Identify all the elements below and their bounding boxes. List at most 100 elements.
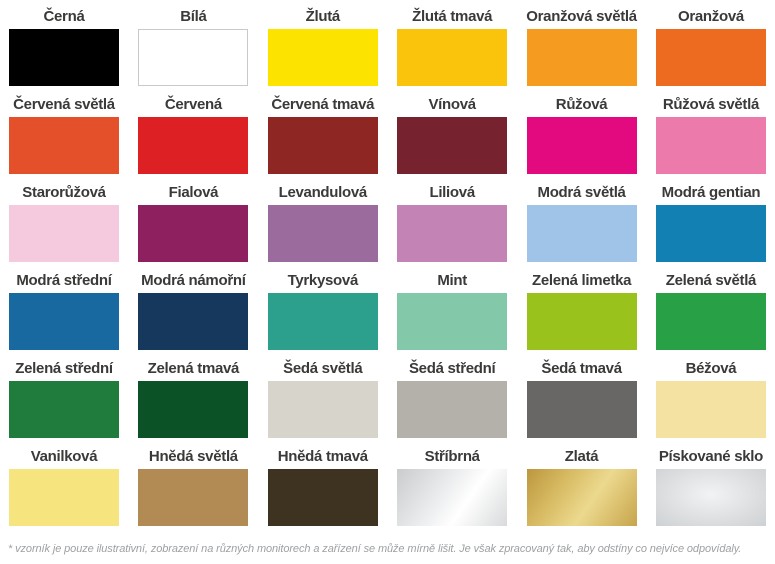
color-swatch-stribrna (397, 469, 508, 526)
color-swatch-ruzova-svetla (655, 117, 766, 174)
color-swatch-oranzova (655, 29, 766, 86)
footnote-text: * vzorník je pouze ilustrativní, zobraze… (8, 543, 742, 555)
swatch-cell-vanilkova: Vanilková (9, 447, 119, 526)
swatch-cell-seda-stredni: Šedá střední (397, 359, 508, 438)
swatch-label-hneda-tmava: Hnědá tmavá (277, 448, 368, 465)
color-swatch-fialova (138, 205, 249, 262)
swatch-label-oranzova: Oranžová (677, 8, 744, 25)
swatch-label-zelena-svetla: Zelená světlá (665, 272, 757, 289)
swatch-label-ruzova-svetla: Růžová světlá (662, 96, 760, 113)
swatch-cell-zlata: Zlatá (526, 447, 637, 526)
swatch-cell-zelena-stredni: Zelená střední (9, 359, 119, 438)
color-swatch-hneda-svetla (138, 469, 249, 526)
swatch-grid: Černá Bílá Žlutá Žlutá tmavá Oranžová světlá… (9, 7, 766, 526)
color-swatch-zelena-limetka (526, 293, 637, 350)
swatch-label-zluta-tmava: Žlutá tmavá (412, 8, 493, 25)
color-swatch-bezova (655, 381, 766, 438)
color-swatch-piskovane-sklo (655, 469, 766, 526)
swatch-label-seda-stredni: Šedá střední (408, 360, 496, 377)
swatch-label-cervena-tmava: Červená tmavá (271, 96, 375, 113)
swatch-cell-ruzova: Růžová (526, 95, 637, 174)
swatch-label-vinova: Vínová (428, 96, 476, 113)
swatch-cell-cervena: Červená (138, 95, 249, 174)
color-swatch-modra-namorni (138, 293, 249, 350)
color-swatch-modra-svetla (526, 205, 637, 262)
swatch-cell-bezova: Béžová (655, 359, 766, 438)
color-swatch-seda-svetla (267, 381, 378, 438)
swatch-cell-hneda-svetla: Hnědá světlá (138, 447, 249, 526)
swatch-cell-cerna: Černá (9, 7, 119, 86)
swatch-label-staroruzova: Starorůžová (22, 184, 106, 201)
swatch-label-modra-svetla: Modrá světlá (537, 184, 626, 201)
swatch-label-hneda-svetla: Hnědá světlá (148, 448, 238, 465)
color-swatch-zlata (526, 469, 637, 526)
swatch-cell-seda-tmava: Šedá tmavá (526, 359, 637, 438)
swatch-label-stribrna: Stříbrná (424, 448, 480, 465)
swatch-label-ruzova: Růžová (555, 96, 608, 113)
color-swatch-levandulova (267, 205, 378, 262)
color-swatch-seda-tmava (526, 381, 637, 438)
color-swatch-hneda-tmava (267, 469, 378, 526)
swatch-cell-modra-stredni: Modrá střední (9, 271, 119, 350)
color-swatch-oranzova-svetla (526, 29, 637, 86)
swatch-label-zelena-stredni: Zelená střední (15, 360, 113, 377)
swatch-cell-oranzova-svetla: Oranžová světlá (526, 7, 637, 86)
swatch-cell-tyrkysova: Tyrkysová (267, 271, 378, 350)
color-swatch-tyrkysova (267, 293, 378, 350)
swatch-cell-modra-namorni: Modrá námořní (138, 271, 249, 350)
swatch-cell-hneda-tmava: Hnědá tmavá (267, 447, 378, 526)
swatch-cell-vinova: Vínová (397, 95, 508, 174)
swatch-cell-zelena-tmava: Zelená tmavá (138, 359, 249, 438)
swatch-label-tyrkysova: Tyrkysová (287, 272, 359, 289)
swatch-label-seda-svetla: Šedá světlá (283, 360, 363, 377)
color-swatch-cervena (138, 117, 249, 174)
swatch-cell-modra-svetla: Modrá světlá (526, 183, 637, 262)
color-swatch-staroruzova (9, 205, 119, 262)
swatch-cell-bila: Bílá (138, 7, 249, 86)
color-swatch-ruzova (526, 117, 637, 174)
color-swatch-cervena-svetla (9, 117, 119, 174)
swatch-cell-zelena-svetla: Zelená světlá (655, 271, 766, 350)
swatch-label-levandulova: Levandulová (278, 184, 368, 201)
color-swatch-zelena-tmava (138, 381, 249, 438)
swatch-label-bezova: Béžová (685, 360, 737, 377)
color-swatch-zelena-svetla (655, 293, 766, 350)
swatch-label-zelena-limetka: Zelená limetka (531, 272, 632, 289)
swatch-cell-cervena-svetla: Červená světlá (9, 95, 119, 174)
swatch-label-vanilkova: Vanilková (30, 448, 98, 465)
color-swatch-zluta (267, 29, 378, 86)
swatch-cell-mint: Mint (397, 271, 508, 350)
color-swatch-zelena-stredni (9, 381, 119, 438)
swatch-cell-zluta-tmava: Žlutá tmavá (397, 7, 508, 86)
swatch-label-liliova: Liliová (429, 184, 475, 201)
swatch-label-cervena: Červená (164, 96, 222, 113)
color-swatch-modra-stredni (9, 293, 119, 350)
color-swatch-zluta-tmava (397, 29, 508, 86)
swatch-cell-oranzova: Oranžová (655, 7, 766, 86)
swatch-cell-zelena-limetka: Zelená limetka (526, 271, 637, 350)
color-swatch-seda-stredni (397, 381, 508, 438)
color-swatch-vanilkova (9, 469, 119, 526)
swatch-label-modra-stredni: Modrá střední (16, 272, 112, 289)
swatch-cell-liliova: Liliová (397, 183, 508, 262)
swatch-label-modra-gentian: Modrá gentian (661, 184, 761, 201)
swatch-cell-levandulova: Levandulová (267, 183, 378, 262)
swatch-cell-ruzova-svetla: Růžová světlá (655, 95, 766, 174)
swatch-label-piskovane-sklo: Pískované sklo (658, 448, 764, 465)
color-swatch-modra-gentian (655, 205, 766, 262)
swatch-label-cerna: Černá (43, 8, 85, 25)
swatch-label-modra-namorni: Modrá námořní (141, 272, 246, 289)
swatch-cell-modra-gentian: Modrá gentian (655, 183, 766, 262)
swatch-label-seda-tmava: Šedá tmavá (541, 360, 622, 377)
swatch-label-zlata: Zlatá (564, 448, 599, 465)
color-swatch-cervena-tmava (267, 117, 378, 174)
swatch-label-mint: Mint (437, 272, 467, 289)
swatch-label-bila: Bílá (180, 8, 207, 25)
swatch-cell-seda-svetla: Šedá světlá (267, 359, 378, 438)
swatch-label-zluta: Žlutá (305, 8, 341, 25)
swatch-label-oranzova-svetla: Oranžová světlá (526, 8, 637, 25)
swatch-label-cervena-svetla: Červená světlá (13, 96, 115, 113)
color-swatch-mint (397, 293, 508, 350)
swatch-cell-fialova: Fialová (138, 183, 249, 262)
color-swatch-bila (138, 29, 249, 86)
